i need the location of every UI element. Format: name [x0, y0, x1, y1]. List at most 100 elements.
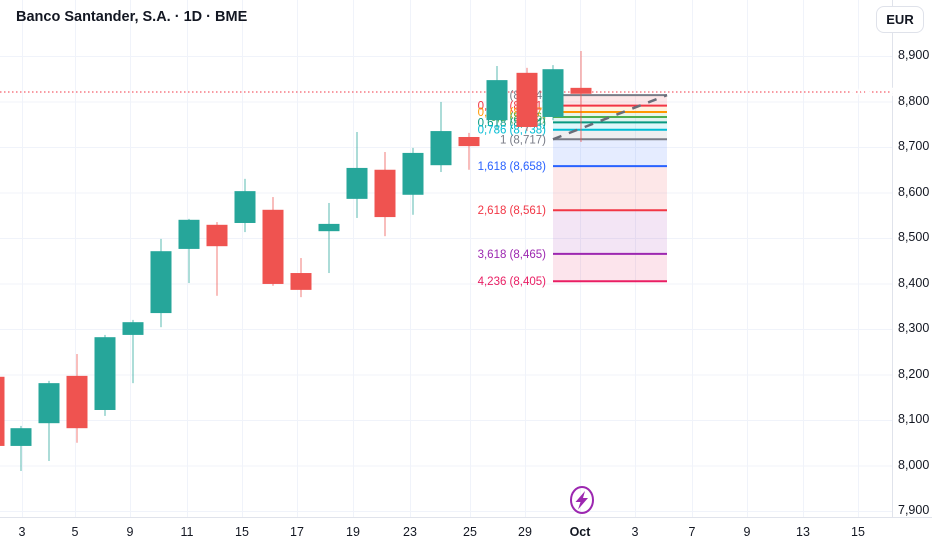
candle: [318, 202, 340, 274]
time-tick-label: 9: [126, 525, 134, 539]
candle-body: [318, 223, 340, 232]
chart-canvas[interactable]: 0 (8,814)0,236 (8,791)0,382 (8,777)0,5 (…: [0, 0, 892, 517]
fib-band: [553, 253, 667, 282]
fib-band: [553, 116, 667, 123]
price-tick-label: 8,400: [898, 275, 930, 290]
candle-body: [206, 224, 228, 247]
candle: [38, 380, 60, 461]
time-axis[interactable]: 3 5 9 11 15 17 19 23 25 29 Oct 3 7 9 13 15: [0, 517, 932, 550]
candle-body: [346, 167, 368, 199]
time-tick-label: 23: [403, 525, 417, 539]
candle: [374, 152, 396, 237]
price-tick-label: 8,300: [898, 321, 930, 335]
candle-body: [10, 428, 32, 446]
candle-body: [402, 152, 424, 195]
candle: [178, 218, 200, 284]
lightning-icon: [575, 491, 588, 510]
price-tick-label: 8,500: [898, 230, 930, 244]
fib-level-label: 3,618 (8,465): [478, 249, 547, 261]
candle: [516, 67, 538, 132]
time-tick-label: 3: [631, 525, 639, 539]
candle: [150, 238, 172, 328]
time-tick-label: 5: [71, 525, 79, 539]
candle-body: [430, 131, 452, 166]
candle: [10, 425, 32, 471]
candle: [402, 147, 424, 215]
price-tick-label: 8,800: [898, 93, 930, 108]
candlestick-series: [0, 50, 592, 471]
candle-body: [570, 87, 592, 94]
candle-body: [374, 169, 396, 218]
candle: [94, 334, 116, 416]
price-tick-label: 8,000: [898, 457, 930, 472]
candle-body: [262, 209, 284, 284]
fib-level-label: 0,786 (8,738): [478, 125, 547, 137]
price-tick-label: 8,100: [898, 412, 930, 426]
time-tick-label: 29: [518, 525, 532, 539]
candle-body: [38, 383, 60, 424]
time-tick-label: 17: [290, 525, 304, 539]
time-tick-label: 25: [463, 525, 477, 539]
price-axis[interactable]: 8,900 8,800 8,700 8,600 8,500 8,400 8,300 8,200…: [892, 0, 932, 517]
candle: [262, 197, 284, 286]
time-tick-label: 3: [18, 525, 26, 539]
candle-body: [150, 251, 172, 314]
symbol-title[interactable]: Banco Santander, S.A. · 1D · BME: [16, 9, 248, 25]
fib-band: [553, 122, 667, 130]
candle-body: [66, 375, 88, 429]
candle-body: [516, 72, 538, 127]
candle-body: [178, 219, 200, 249]
price-tick-label: 8,200: [898, 366, 930, 381]
time-tick-label: 13: [796, 525, 810, 539]
candle: [206, 222, 228, 296]
fib-trend-line: [552, 93, 668, 141]
lightning-marker[interactable]: [570, 486, 594, 514]
candle: [570, 50, 592, 142]
candle: [0, 376, 5, 446]
fib-band: [553, 139, 667, 167]
time-tick-label: 15: [235, 525, 249, 539]
candle: [458, 132, 480, 170]
fib-retracement[interactable]: 0 (8,814)0,236 (8,791)0,382 (8,777)0,5 (…: [478, 90, 668, 288]
time-tick-label: Oct: [569, 525, 591, 539]
candle-body: [0, 376, 5, 446]
currency-button[interactable]: EUR: [876, 6, 924, 33]
fib-level-label: 2,618 (8,561): [478, 205, 547, 217]
candle-body: [122, 322, 144, 335]
fib-band: [553, 129, 667, 140]
candle: [542, 65, 564, 121]
last-price-badge: 8,821: [890, 87, 920, 99]
time-tick-label: 7: [688, 525, 696, 539]
candle: [122, 319, 144, 384]
candle: [66, 354, 88, 443]
candle-body: [542, 69, 564, 117]
fib-band: [553, 210, 667, 254]
fib-band: [553, 105, 667, 112]
fib-level-label: 0,618 (8,754): [478, 117, 547, 129]
ticker-badge: SAN: [848, 87, 873, 99]
candle-body: [290, 273, 312, 290]
price-tick-label: 8,600: [898, 184, 930, 199]
candle: [430, 101, 452, 173]
fib-band: [553, 111, 667, 117]
candle-body: [458, 136, 480, 147]
fib-level-label: 1,618 (8,658): [478, 161, 547, 173]
price-tick-label: 7,900: [898, 503, 930, 517]
candle-body: [94, 337, 116, 410]
price-tick-label: 8,900: [898, 48, 930, 62]
candle: [290, 258, 312, 298]
time-tick-label: 19: [346, 525, 360, 539]
fib-band: [553, 95, 667, 106]
candle: [346, 131, 368, 218]
time-tick-label: 9: [743, 525, 751, 539]
candle: [486, 66, 508, 131]
candle-body: [234, 191, 256, 223]
fib-level-label: 1 (8,717): [500, 134, 546, 146]
candlestick-chart: 0 (8,814)0,236 (8,791)0,382 (8,777)0,5 (…: [0, 0, 892, 517]
lightning-circle: [570, 486, 594, 514]
candle-body: [486, 80, 508, 121]
candle: [234, 178, 256, 233]
fib-band: [553, 166, 667, 211]
time-tick-label: 15: [851, 525, 865, 539]
